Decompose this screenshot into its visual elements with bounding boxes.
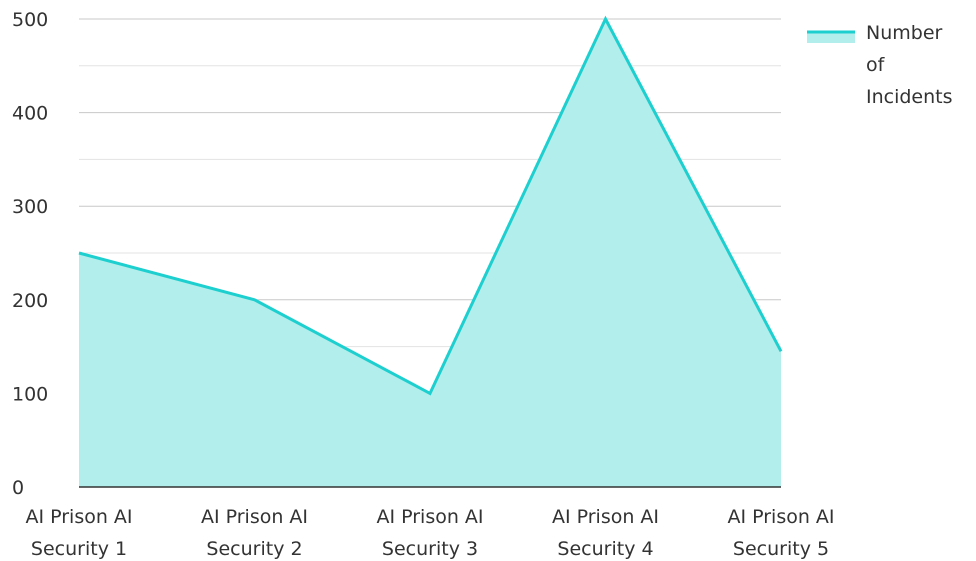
x-tick-label: AI Prison AI Security 5: [727, 506, 834, 560]
y-tick-label: 400: [12, 103, 48, 125]
series-area: [78, 15, 783, 488]
x-tick-label: AI Prison AI Security 3: [376, 506, 483, 560]
y-tick-label: 500: [12, 9, 48, 31]
x-tick-label: AI Prison AI Security 4: [552, 506, 659, 560]
y-axis: 0 100 200 300 400 500: [12, 9, 48, 499]
x-tick-label: AI Prison AI Security 2: [201, 506, 308, 560]
series-area-fill: [79, 19, 781, 487]
legend: Number of Incidents: [807, 22, 953, 108]
y-tick-label: 100: [12, 383, 48, 405]
y-tick-label: 200: [12, 290, 48, 312]
x-axis: AI Prison AI Security 1 AI Prison AI Securi…: [25, 506, 834, 560]
y-tick-label: 300: [12, 196, 48, 218]
series-line: [78, 15, 783, 396]
legend-label: Number of Incidents: [866, 22, 953, 108]
y-tick-label: 0: [12, 477, 24, 499]
legend-swatch-fill: [807, 31, 855, 43]
x-tick-label: AI Prison AI Security 1: [25, 506, 132, 560]
